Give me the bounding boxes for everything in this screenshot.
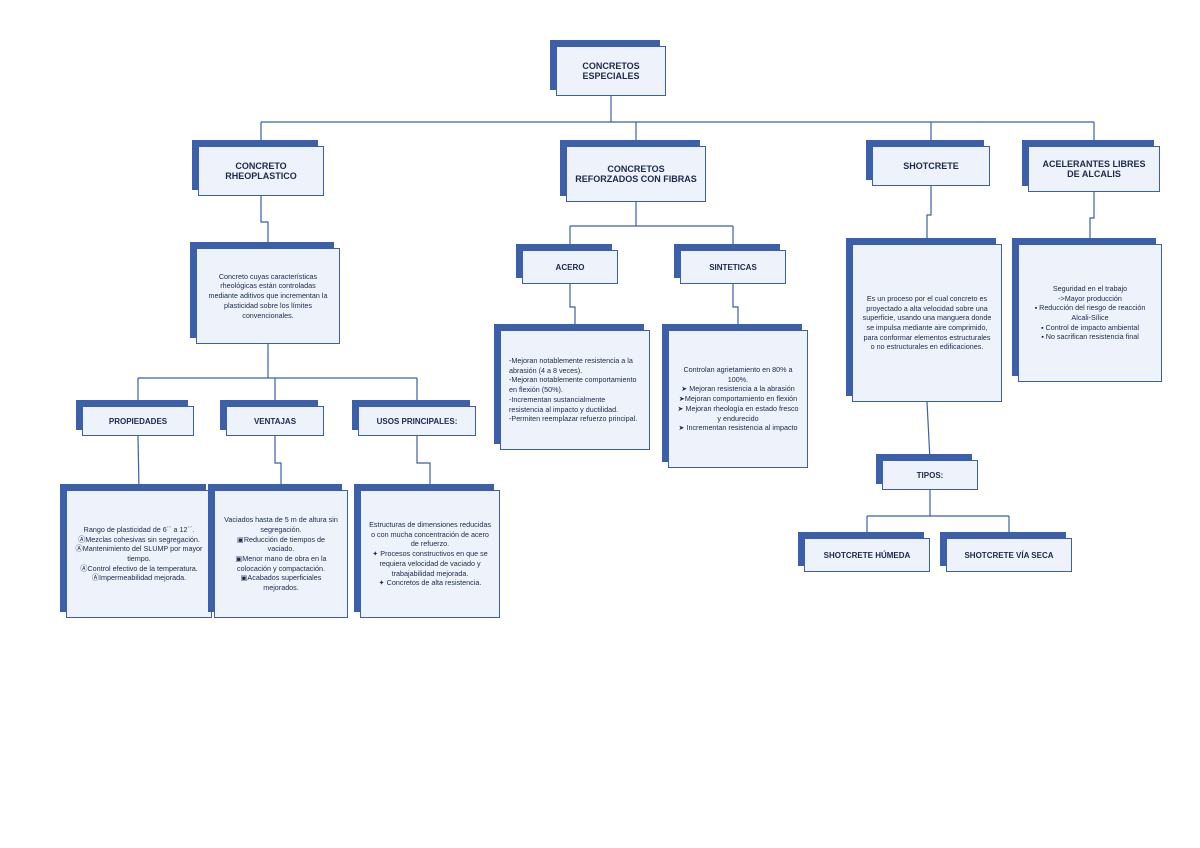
node-text-vent_body: Vaciados hasta de 5 m de altura sin segr…	[223, 515, 339, 593]
node-text-root: CONCRETOS ESPECIALES	[565, 61, 657, 81]
node-fibras: CONCRETOS REFORZADOS CON FIBRAS	[566, 146, 706, 202]
node-text-usos: USOS PRINCIPALES:	[377, 417, 458, 426]
node-text-vent: VENTAJAS	[254, 417, 296, 426]
node-vent: VENTAJAS	[226, 406, 324, 436]
node-text-acero: ACERO	[556, 263, 585, 272]
node-text-shot_body: Es un proceso por el cual concreto es pr…	[861, 294, 993, 352]
node-tipos: TIPOS:	[882, 460, 978, 490]
node-acero: ACERO	[522, 250, 618, 284]
node-props: PROPIEDADES	[82, 406, 194, 436]
node-text-fibras: CONCRETOS REFORZADOS CON FIBRAS	[575, 164, 697, 184]
node-text-acero_body: -Mejoran notablemente resistencia a la a…	[509, 356, 641, 424]
node-rheo: CONCRETO RHEOPLASTICO	[198, 146, 324, 196]
node-text-alcalis: ACELERANTES LIBRES DE ALCALIS	[1037, 159, 1151, 179]
node-shot_body: Es un proceso por el cual concreto es pr…	[852, 244, 1002, 402]
node-acero_body: -Mejoran notablemente resistencia a la a…	[500, 330, 650, 450]
node-usos_body: Estructuras de dimensiones reducidas o c…	[360, 490, 500, 618]
node-text-sint: SINTETICAS	[709, 263, 757, 272]
node-shot_hum: SHOTCRETE HÚMEDA	[804, 538, 930, 572]
node-text-sint_body: Controlan agrietamiento en 80% a 100%.➤ …	[677, 365, 799, 433]
node-sint: SINTETICAS	[680, 250, 786, 284]
node-text-props_body: Rango de plasticidad de 6´´ a 12´´.ⒶMezc…	[75, 525, 203, 583]
node-text-rheo_desc: Concreto cuyas características rheológic…	[205, 272, 331, 321]
node-shot_sec: SHOTCRETE VÍA SECA	[946, 538, 1072, 572]
node-shot: SHOTCRETE	[872, 146, 990, 186]
node-rheo_desc: Concreto cuyas características rheológic…	[196, 248, 340, 344]
node-text-shot_hum: SHOTCRETE HÚMEDA	[824, 551, 911, 560]
node-props_body: Rango de plasticidad de 6´´ a 12´´.ⒶMezc…	[66, 490, 212, 618]
node-text-rheo: CONCRETO RHEOPLASTICO	[207, 161, 315, 181]
node-alcalis_body: Seguridad en el trabajo->Mayor producció…	[1018, 244, 1162, 382]
node-root: CONCRETOS ESPECIALES	[556, 46, 666, 96]
node-vent_body: Vaciados hasta de 5 m de altura sin segr…	[214, 490, 348, 618]
node-usos: USOS PRINCIPALES:	[358, 406, 476, 436]
node-sint_body: Controlan agrietamiento en 80% a 100%.➤ …	[668, 330, 808, 468]
node-alcalis: ACELERANTES LIBRES DE ALCALIS	[1028, 146, 1160, 192]
node-text-shot: SHOTCRETE	[903, 161, 959, 171]
node-text-alcalis_body: Seguridad en el trabajo->Mayor producció…	[1027, 284, 1153, 342]
node-text-usos_body: Estructuras de dimensiones reducidas o c…	[369, 520, 491, 588]
node-text-props: PROPIEDADES	[109, 417, 167, 426]
node-text-shot_sec: SHOTCRETE VÍA SECA	[964, 551, 1053, 560]
node-text-tipos: TIPOS:	[917, 471, 944, 480]
